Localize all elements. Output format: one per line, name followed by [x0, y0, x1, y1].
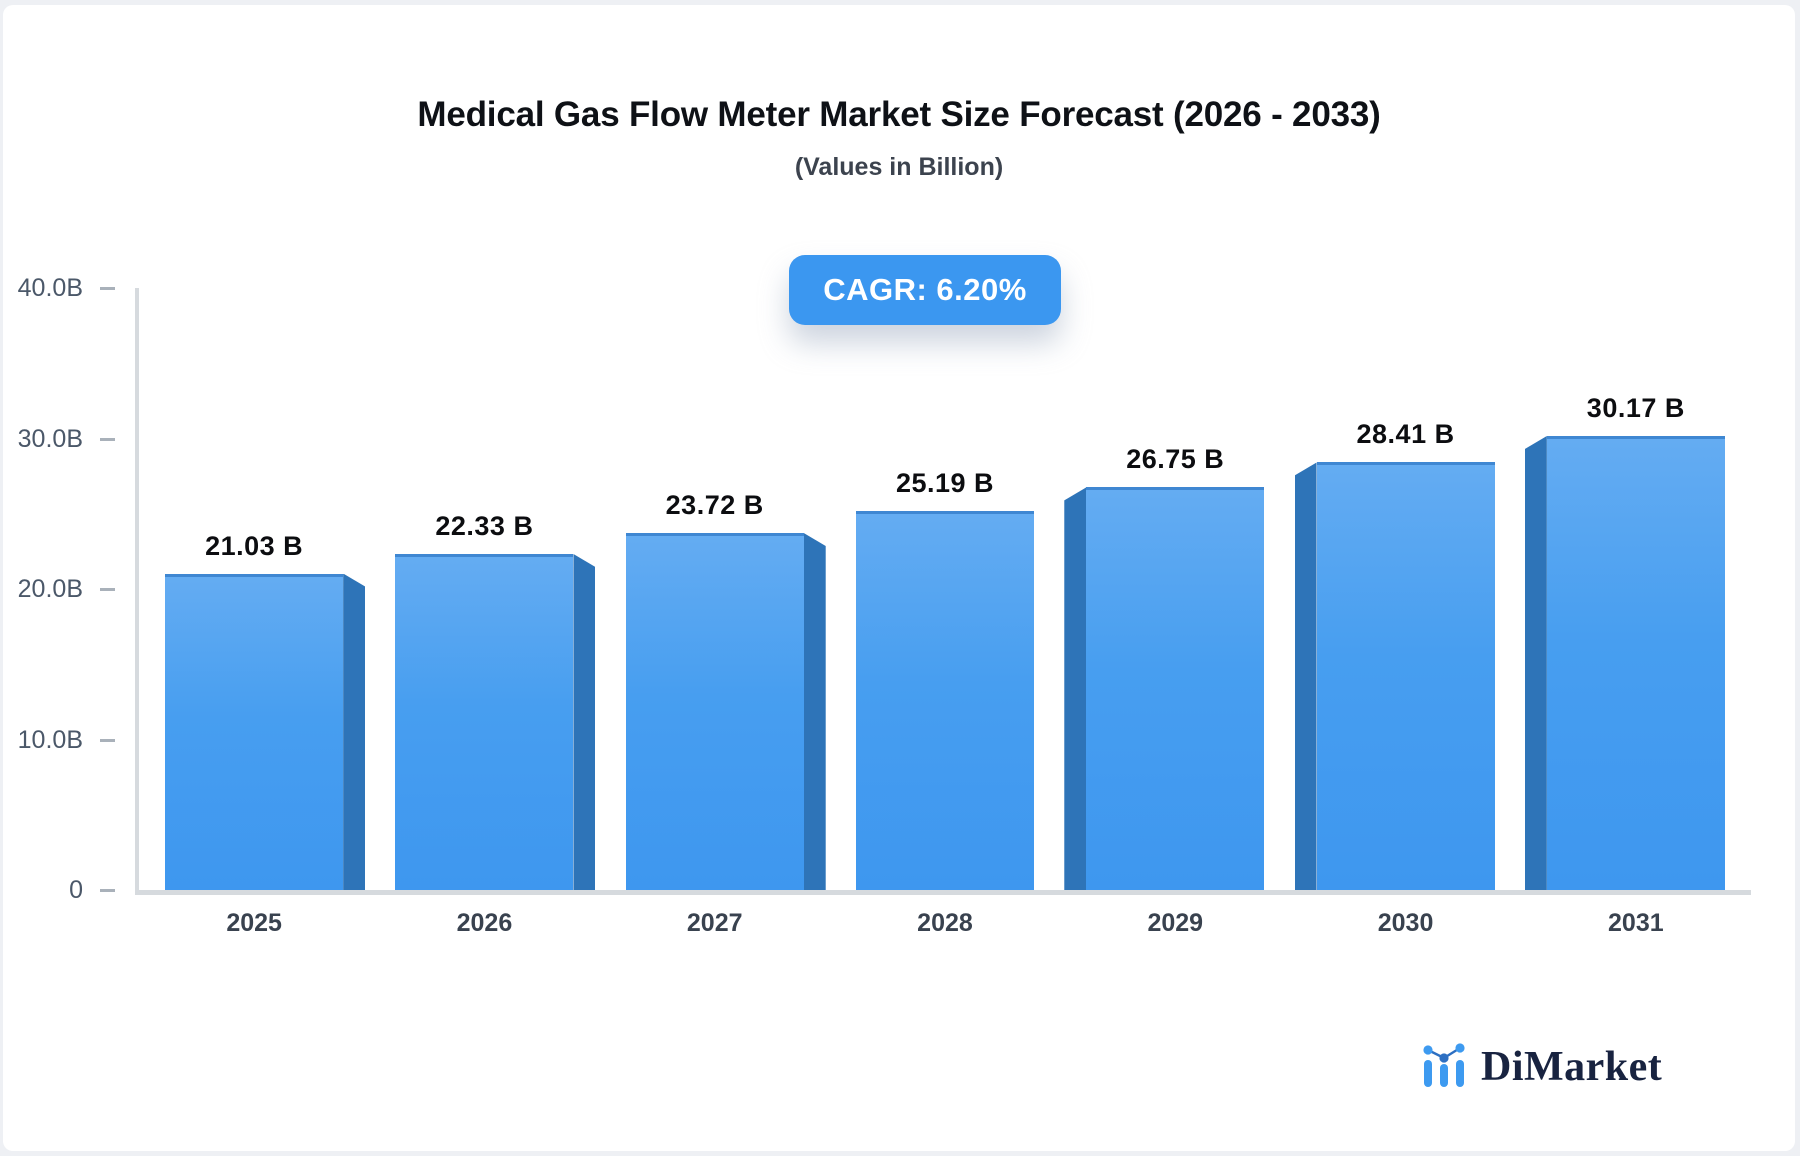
bar-value-label: 22.33 B	[435, 510, 534, 541]
y-axis-tick-label: 20.0B	[17, 575, 83, 603]
bar-group-2028: 25.19 B	[830, 288, 1060, 890]
bar-3d-side	[803, 533, 826, 890]
bar-group-2029: 26.75 B	[1060, 288, 1290, 890]
x-axis-label-2031: 2031	[1608, 909, 1664, 937]
x-axis-label-2025: 2025	[226, 909, 282, 937]
bar-face	[855, 510, 1034, 890]
bar-value-label: 23.72 B	[665, 490, 764, 521]
y-axis-tick-label: 10.0B	[17, 725, 83, 754]
x-axis-label-2030: 2030	[1377, 909, 1434, 937]
x-axis-label-2029: 2029	[1147, 909, 1204, 937]
logo-bar-line-chart-icon	[1423, 1043, 1465, 1087]
x-axis-label-2026: 2026	[456, 909, 513, 937]
y-axis-tick-label: 0	[69, 876, 83, 904]
chart-card: Medical Gas Flow Meter Market Size Forec…	[3, 5, 1795, 1151]
bar-group-2025: 21.03 B	[139, 288, 369, 890]
cagr-badge: CAGR: 6.20%	[789, 255, 1061, 325]
y-axis-tick-label: 30.0B	[17, 424, 83, 453]
bar-group-2031: 30.17 B	[1521, 288, 1751, 890]
y-axis-tick-label: 40.0B	[17, 274, 83, 302]
bar-face	[625, 533, 804, 890]
bar-3d-side	[1064, 487, 1087, 890]
bar-value-label: 28.41 B	[1356, 419, 1455, 450]
bar-value-label: 25.19 B	[895, 467, 995, 498]
bar-3d-side	[1524, 435, 1547, 890]
bar-face	[1546, 435, 1725, 890]
y-axis-tick-mark	[100, 738, 115, 742]
bar-value-label: 21.03 B	[205, 530, 304, 561]
bar-3d-side	[343, 573, 366, 890]
dimarket-logo: DiMarket	[1421, 1043, 1662, 1091]
bar-group-2026: 22.33 B	[369, 288, 599, 890]
chart-subtitle: (Values in Billion)	[794, 153, 1004, 181]
bar-value-label: 26.75 B	[1126, 444, 1225, 475]
bar-group-2027: 23.72 B	[600, 288, 830, 890]
chart-title: Medical Gas Flow Meter Market Size Forec…	[417, 95, 1381, 134]
bar-face	[165, 573, 344, 890]
bar-3d-side	[573, 553, 596, 890]
plot-area: 21.03 B 22.33 B 23.72 B 25.19 B 26.75 B 28.41…	[135, 288, 1751, 895]
bar-3d-side	[1294, 462, 1317, 890]
bar-face	[1086, 487, 1265, 890]
bar-value-label: 30.17 B	[1586, 392, 1685, 423]
y-axis-tick-mark	[100, 437, 115, 441]
bar-group-2030: 28.41 B	[1290, 288, 1520, 890]
logo-text: DiMarket	[1481, 1044, 1663, 1090]
y-axis-tick-mark	[100, 588, 115, 591]
bar-face	[1316, 462, 1495, 890]
y-axis-tick-mark	[100, 889, 115, 892]
x-axis-label-2027: 2027	[686, 909, 743, 937]
y-axis-tick-mark	[100, 287, 115, 290]
bar-face	[395, 553, 574, 890]
x-axis-label-2028: 2028	[917, 909, 973, 937]
